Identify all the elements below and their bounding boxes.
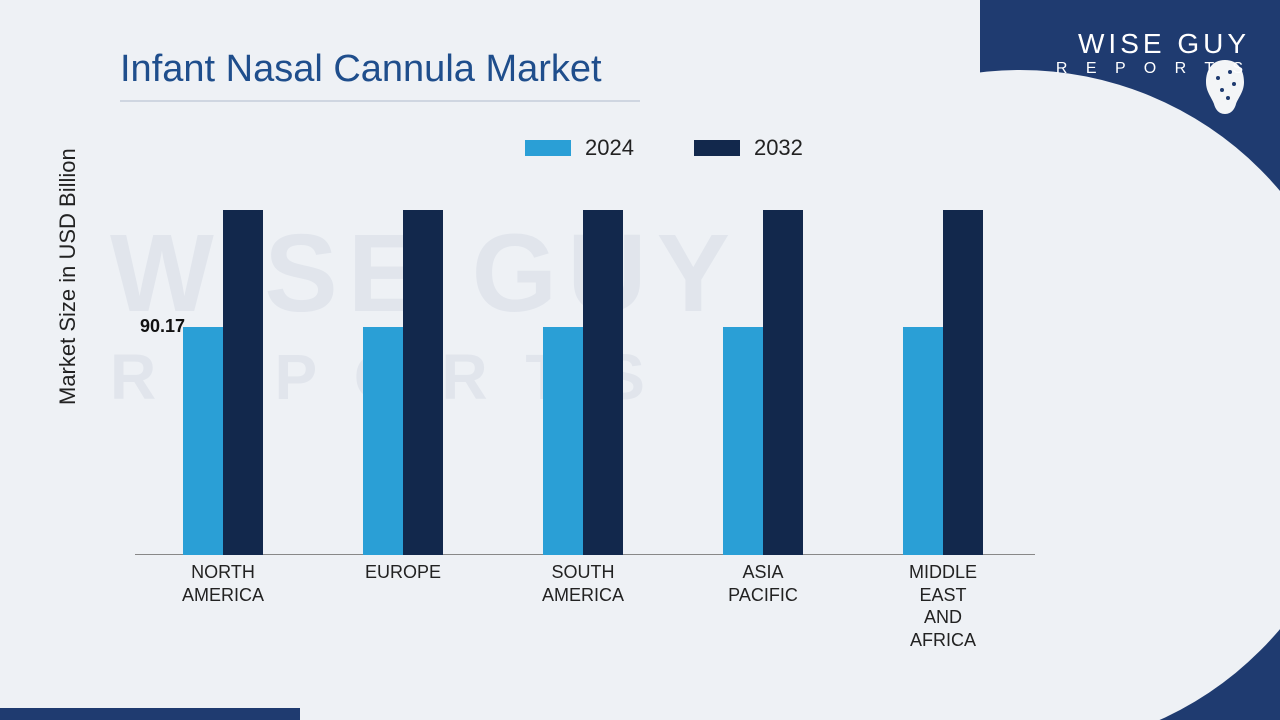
- legend-label-2032: 2032: [754, 135, 803, 161]
- category-label: NORTH AMERICA: [143, 561, 303, 606]
- y-axis-title: Market Size in USD Billion: [55, 148, 81, 405]
- report-slide: WISE GUY R E P O R T S Infant Nasal Cann…: [0, 0, 1280, 720]
- bar-2024: [363, 327, 403, 555]
- legend-item-2024: 2024: [525, 135, 634, 161]
- plot-region: 90.17NORTH AMERICAEUROPESOUTH AMERICAASI…: [135, 175, 1035, 555]
- chart-area: Market Size in USD Billion 2024 2032 90.…: [65, 135, 1045, 695]
- bar-2032: [583, 210, 623, 555]
- footer-accent-bar: [0, 708, 300, 720]
- bar-2032: [943, 210, 983, 555]
- title-underline: [120, 100, 640, 102]
- bar-2032: [403, 210, 443, 555]
- category-label: EUROPE: [323, 561, 483, 584]
- bar-2024: [543, 327, 583, 555]
- brand-head-icon: [1200, 58, 1250, 116]
- category-label: ASIA PACIFIC: [683, 561, 843, 606]
- brand-block: WISE GUY R E P O R T S: [1056, 28, 1250, 78]
- chart-title: Infant Nasal Cannula Market: [120, 48, 602, 91]
- bar-2024: [903, 327, 943, 555]
- brand-line1: WISE GUY: [1056, 28, 1250, 60]
- bar-2024: [183, 327, 223, 555]
- legend-swatch-2024: [525, 140, 571, 156]
- bar-2032: [223, 210, 263, 555]
- y-tick-label: 90.17: [130, 316, 185, 337]
- bar-2032: [763, 210, 803, 555]
- category-label: SOUTH AMERICA: [503, 561, 663, 606]
- legend-label-2024: 2024: [585, 135, 634, 161]
- bar-2024: [723, 327, 763, 555]
- legend-swatch-2032: [694, 140, 740, 156]
- category-label: MIDDLE EAST AND AFRICA: [863, 561, 1023, 651]
- legend-item-2032: 2032: [694, 135, 803, 161]
- legend: 2024 2032: [525, 135, 803, 161]
